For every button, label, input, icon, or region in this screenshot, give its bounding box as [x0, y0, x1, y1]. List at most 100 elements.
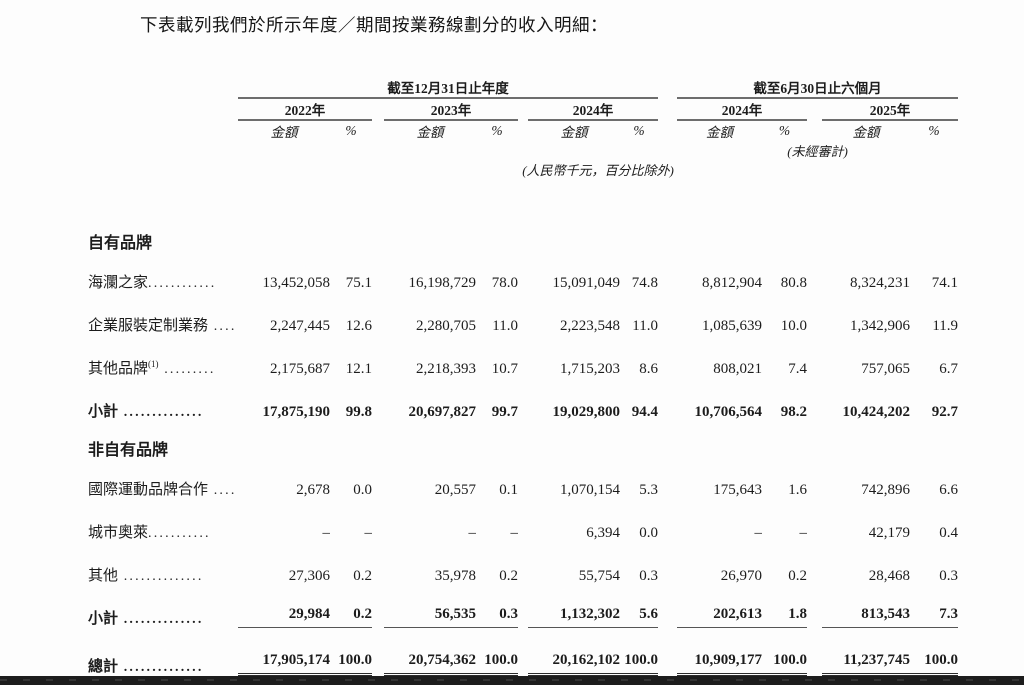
column-header-year-2022: 2022年 [238, 98, 372, 121]
pct-cell: 0.2 [499, 568, 518, 584]
pct-header-h1-2025: % [928, 123, 940, 138]
pct-cell: 12.6 [345, 318, 372, 334]
pct-cell: 0.0 [353, 482, 372, 498]
amount-cell: 20,557 [434, 482, 476, 498]
column-gap [372, 591, 384, 634]
pct-cell: 92.7 [931, 404, 959, 420]
amount-cell: 813,543 [822, 591, 910, 634]
column-gap [372, 98, 384, 120]
pct-cell: 100.0 [762, 634, 807, 678]
footnote-marker: (1) [148, 359, 159, 369]
amount-cell: 742,896 [861, 482, 910, 498]
pct-cell: 10.0 [780, 318, 807, 334]
table-row: 其他品牌(1) ......... 2,175,687 12.1 2,218,393 1… [88, 341, 958, 384]
table-row: 企業服裝定制業務 .... 2,247,445 12.6 2,280,705 11.0 2… [88, 298, 958, 341]
amount-header-2022: 金額 [270, 125, 298, 140]
pct-cell: – [799, 525, 808, 541]
amount-cell: 808,021 [713, 361, 762, 377]
amount-cell: 19,029,800 [552, 404, 621, 420]
column-gap [658, 141, 677, 160]
column-gap [807, 505, 822, 548]
revenue-by-business-line-table: 截至12月31日止年度 截至6月30日止六個月 2022年 2023年 2024… [88, 77, 959, 678]
corner-cell [88, 77, 238, 98]
vertical-spacer [88, 179, 958, 220]
pct-cell: 11.0 [632, 318, 658, 334]
amount-cell: 6,394 [586, 525, 620, 541]
row-label: 海瀾之家............ [88, 275, 217, 291]
amount-cell: 20,162,102 [528, 634, 620, 678]
dot-leader: .............. [118, 612, 204, 627]
corner-cell [88, 98, 238, 120]
dot-leader: .............. [118, 660, 204, 675]
pct-cell: 12.1 [345, 361, 372, 377]
row-label: 企業服裝定制業務 .... [88, 318, 237, 334]
corner-cell [88, 120, 238, 141]
row-label: 小計 .............. [88, 404, 204, 420]
table-row: 國際運動品牌合作 .... 2,678 0.0 20,557 0.1 1,070,154 5… [88, 462, 958, 505]
dot-leader: ............ [148, 276, 217, 291]
pct-header-2024: % [633, 123, 645, 138]
amount-cell: 1,715,203 [560, 361, 620, 377]
column-gap [807, 98, 822, 120]
column-gap [518, 255, 528, 298]
pct-cell: 0.2 [353, 568, 372, 584]
amount-cell: 8,812,904 [702, 275, 762, 291]
pct-cell: – [510, 525, 519, 541]
amount-pct-header-row: 金額 % 金額 % 金額 % 金額 % 金額 % [88, 120, 958, 141]
column-gap [658, 548, 677, 591]
amount-header-h1-2024: 金額 [706, 125, 733, 140]
column-gap [518, 98, 528, 120]
column-gap [807, 548, 822, 591]
amount-cell: 2,247,445 [270, 318, 330, 334]
dot-leader: .............. [118, 569, 204, 584]
amount-cell: 8,324,231 [850, 275, 910, 291]
amount-cell: – [754, 525, 763, 541]
amount-cell: 42,179 [868, 525, 910, 541]
column-gap [518, 120, 528, 141]
pct-cell: 100.0 [330, 634, 372, 678]
amount-header-h1-2025: 金額 [852, 125, 880, 140]
column-gap [372, 255, 384, 298]
row-label: 小計 .............. [88, 611, 204, 627]
column-gap [658, 341, 677, 384]
column-gap [518, 462, 528, 505]
amount-cell: 202,613 [677, 591, 762, 634]
pct-cell: 0.3 [939, 568, 959, 584]
pct-cell: 0.1 [499, 482, 518, 498]
pct-cell: 99.8 [345, 404, 372, 420]
unaudited-note-row: (未經審計) [88, 141, 958, 160]
column-gap [658, 98, 677, 120]
column-gap [807, 341, 822, 384]
pct-cell: 100.0 [620, 634, 658, 678]
column-gap [658, 591, 677, 634]
period-group-header-row: 截至12月31日止年度 截至6月30日止六個月 [88, 77, 959, 99]
pct-cell: 0.2 [330, 591, 372, 634]
column-gap [372, 548, 384, 591]
pct-cell: 74.8 [631, 275, 658, 291]
amount-cell: 2,175,687 [270, 361, 330, 377]
amount-cell: 1,070,154 [560, 482, 620, 498]
pct-cell: 11.9 [932, 318, 959, 334]
amount-cell: 20,697,827 [408, 404, 477, 420]
column-gap [807, 298, 822, 341]
amount-cell: 27,306 [288, 568, 330, 584]
amount-cell: 56,535 [384, 591, 476, 634]
amount-cell: 10,424,202 [842, 404, 911, 420]
amount-cell: 11,237,745 [822, 634, 910, 678]
section-header: 非自有品牌 [88, 442, 169, 459]
column-gap [658, 634, 677, 678]
column-header-six-months: 截至6月30日止六個月 [677, 77, 959, 99]
row-label: 國際運動品牌合作 .... [88, 482, 237, 498]
amount-cell: 13,452,058 [262, 275, 331, 291]
amount-cell: 28,468 [868, 568, 910, 584]
section-header: 自有品牌 [88, 235, 153, 252]
pct-header-2022: % [345, 123, 357, 138]
pct-cell: 6.7 [939, 361, 959, 377]
pct-cell: 5.6 [620, 591, 658, 634]
amount-cell: 2,218,393 [416, 361, 476, 377]
section-header-row: 非自有品牌 [88, 427, 958, 462]
amount-header-2024: 金額 [560, 125, 588, 140]
pct-cell: 94.4 [631, 404, 658, 420]
column-gap [658, 505, 677, 548]
